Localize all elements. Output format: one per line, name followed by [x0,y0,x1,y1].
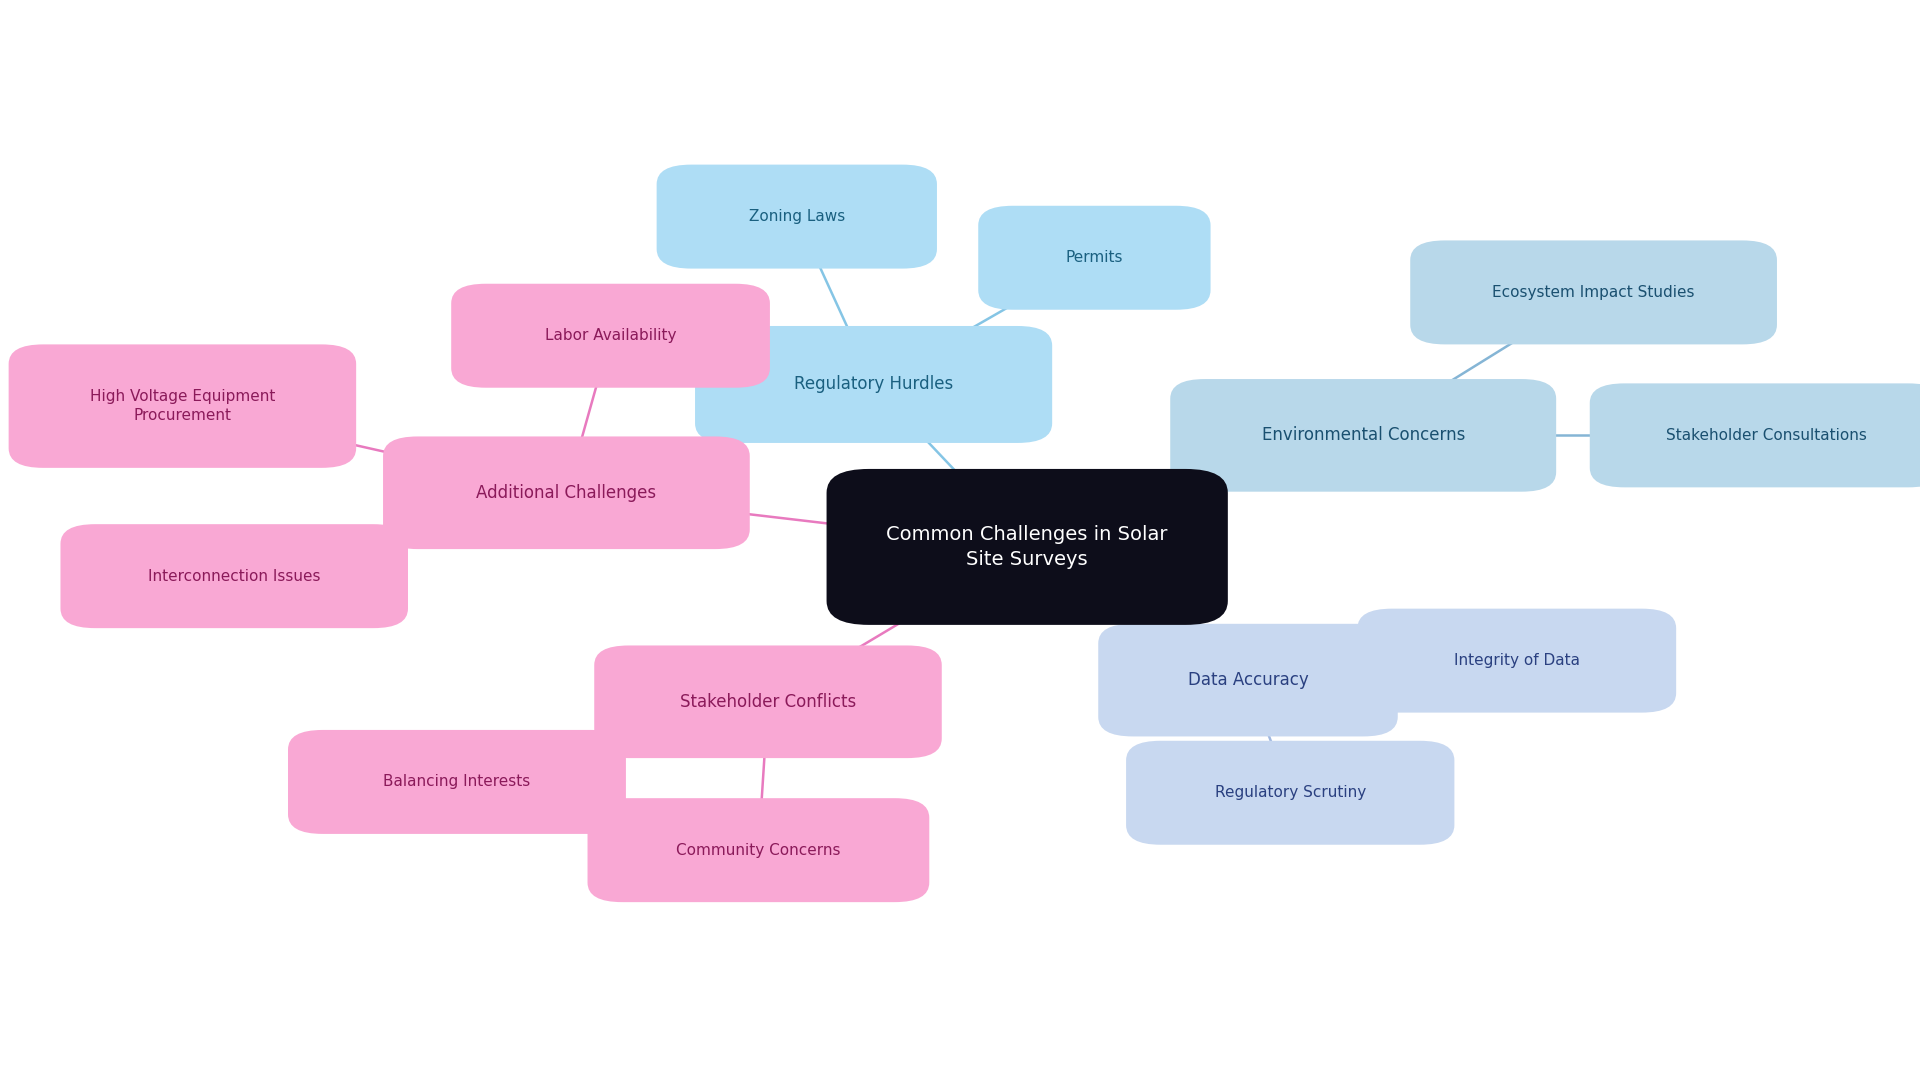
Text: Labor Availability: Labor Availability [545,328,676,343]
FancyBboxPatch shape [288,730,626,834]
Text: High Voltage Equipment
Procurement: High Voltage Equipment Procurement [90,389,275,423]
FancyBboxPatch shape [382,436,749,549]
FancyBboxPatch shape [588,798,929,902]
FancyBboxPatch shape [695,326,1052,443]
FancyBboxPatch shape [61,524,407,628]
Text: Integrity of Data: Integrity of Data [1453,653,1580,668]
Text: Common Challenges in Solar
Site Surveys: Common Challenges in Solar Site Surveys [887,525,1167,569]
FancyBboxPatch shape [657,165,937,269]
FancyBboxPatch shape [451,284,770,388]
Text: Ecosystem Impact Studies: Ecosystem Impact Studies [1492,285,1695,300]
Text: Additional Challenges: Additional Challenges [476,484,657,501]
FancyBboxPatch shape [1357,609,1676,713]
FancyBboxPatch shape [10,344,355,468]
Text: Data Accuracy: Data Accuracy [1188,671,1308,689]
FancyBboxPatch shape [1590,383,1920,487]
Text: Balancing Interests: Balancing Interests [384,774,530,790]
FancyBboxPatch shape [1098,624,1398,736]
Text: Environmental Concerns: Environmental Concerns [1261,427,1465,444]
FancyBboxPatch shape [1409,240,1778,344]
FancyBboxPatch shape [1169,379,1555,492]
FancyBboxPatch shape [1125,741,1455,845]
Text: Stakeholder Conflicts: Stakeholder Conflicts [680,693,856,710]
Text: Zoning Laws: Zoning Laws [749,209,845,224]
Text: Regulatory Scrutiny: Regulatory Scrutiny [1215,785,1365,800]
FancyBboxPatch shape [595,645,941,758]
FancyBboxPatch shape [977,206,1210,310]
Text: Interconnection Issues: Interconnection Issues [148,569,321,584]
Text: Permits: Permits [1066,250,1123,265]
Text: Community Concerns: Community Concerns [676,843,841,858]
Text: Stakeholder Consultations: Stakeholder Consultations [1667,428,1866,443]
FancyBboxPatch shape [826,469,1229,625]
Text: Regulatory Hurdles: Regulatory Hurdles [795,376,952,393]
